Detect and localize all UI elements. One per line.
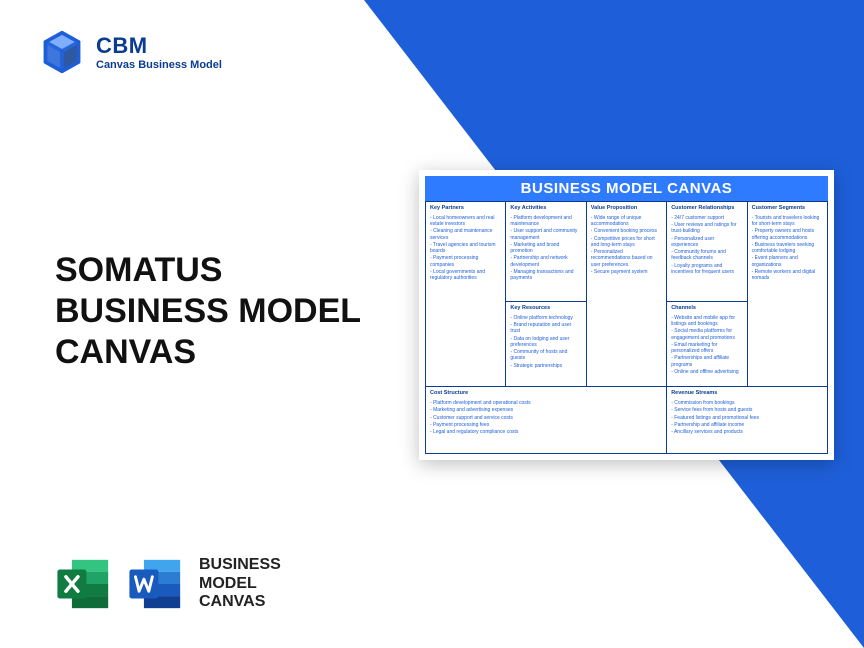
list-item: User reviews and ratings for trust-build… [671, 222, 742, 235]
list-item: Business travelers seeking comfortable l… [752, 242, 823, 255]
list-item: User support and community management [510, 228, 581, 241]
list-item: Competitive prices for short and long-te… [591, 236, 662, 249]
list-item: Personalized recommendations based on us… [591, 249, 662, 268]
list-item: Platform development and operational cos… [430, 400, 602, 406]
list-item: Email marketing for personalized offers [671, 342, 742, 355]
footer-l2: MODEL [199, 575, 281, 593]
list-item: Service fees from hosts and guests [671, 407, 823, 413]
list-item: Brand reputation and user trust [510, 322, 581, 335]
list-item: Loyalty programs and incentives for freq… [671, 263, 742, 276]
list-item: Partnership and network development [510, 255, 581, 268]
list-item: Partnerships and affiliate programs [671, 355, 742, 368]
cell-value-proposition: Value Proposition Wide range of unique a… [587, 202, 667, 387]
cell-key-activities: Key Activities Platform development and … [506, 202, 586, 302]
list-item: Local governments and regulatory authori… [430, 269, 501, 282]
h-customer-relationships: Customer Relationships [671, 205, 742, 212]
footer-l1: BUSINESS [199, 556, 281, 574]
list-item: Partnership and affiliate income [671, 422, 823, 428]
list-item: Local homeowners and real estate investo… [430, 215, 501, 228]
list-item: Online and offline advertising [671, 369, 742, 375]
word-icon [127, 555, 185, 613]
list-item: Personalized user experiences [671, 236, 742, 249]
list-item: Data on lodging and user preferences [510, 336, 581, 349]
list-item: Website and mobile app for listings and … [671, 315, 742, 328]
list-item: Travel agencies and tourism boards [430, 242, 501, 255]
list-item: Community of hosts and guests [510, 349, 581, 362]
canvas-title: BUSINESS MODEL CANVAS [425, 176, 828, 201]
h-key-partners: Key Partners [430, 205, 501, 212]
h-value-proposition: Value Proposition [591, 205, 662, 212]
excel-icon [55, 555, 113, 613]
list-item: Ancillary services and products [671, 429, 823, 435]
footer-l3: CANVAS [199, 593, 281, 611]
list-item: Community forums and feedback channels [671, 249, 742, 262]
list-item: Payment processing fees [430, 422, 602, 428]
title-line-3: CANVAS [55, 332, 361, 373]
list-item: Marketing and advertising expenses [430, 407, 602, 413]
list-item: Cleaning and maintenance services [430, 228, 501, 241]
list-item: 24/7 customer support [671, 215, 742, 221]
h-revenue-streams: Revenue Streams [671, 390, 823, 397]
h-customer-segments: Customer Segments [752, 205, 823, 212]
list-item: Customer support and service costs [430, 415, 602, 421]
cell-channels: Channels Website and mobile app for list… [667, 302, 747, 387]
list-item: Marketing and brand promotion [510, 242, 581, 255]
footer-text: BUSINESS MODEL CANVAS [199, 556, 281, 611]
list-item: Secure payment system [591, 269, 662, 275]
list-item: Event planners and organizations [752, 255, 823, 268]
list-item: Convenient booking process [591, 228, 662, 234]
cell-cost-structure: Cost Structure Platform development and … [426, 387, 606, 454]
h-channels: Channels [671, 305, 742, 312]
list-item: Featured listings and promotional fees [671, 415, 823, 421]
canvas-grid: Key Partners Local homeowners and real e… [425, 201, 828, 454]
footer: BUSINESS MODEL CANVAS [55, 555, 281, 613]
page-title: SOMATUS BUSINESS MODEL CANVAS [55, 250, 361, 372]
list-item: Legal and regulatory compliance costs [430, 429, 602, 435]
list-item: Tourists and travelers looking for short… [752, 215, 823, 228]
cell-key-resources: Key Resources Online platform technology… [506, 302, 586, 387]
h-key-resources: Key Resources [510, 305, 581, 312]
cell-revenue-streams: Revenue Streams Commission from bookings… [667, 387, 828, 454]
cell-key-partners: Key Partners Local homeowners and real e… [426, 202, 506, 387]
cbm-logo-icon [40, 30, 84, 74]
title-line-1: SOMATUS [55, 250, 361, 291]
list-item: Managing transactions and payments [510, 269, 581, 282]
list-item: Property owners and hosts offering accom… [752, 228, 823, 241]
list-item: Strategic partnerships [510, 363, 581, 369]
h-key-activities: Key Activities [510, 205, 581, 212]
brand-subtitle: Canvas Business Model [96, 59, 222, 71]
list-item: Commission from bookings [671, 400, 823, 406]
title-line-2: BUSINESS MODEL [55, 291, 361, 332]
h-cost-structure: Cost Structure [430, 390, 602, 397]
list-item: Wide range of unique accommodations [591, 215, 662, 228]
list-item: Platform development and maintenance [510, 215, 581, 228]
list-item: Payment processing companies [430, 255, 501, 268]
canvas-preview-card: BUSINESS MODEL CANVAS Key Partners Local… [419, 170, 834, 460]
list-item: Social media platforms for engagement an… [671, 328, 742, 341]
list-item: Remote workers and digital nomads [752, 269, 823, 282]
cell-customer-segments: Customer Segments Tourists and travelers… [748, 202, 828, 387]
brand-header: CBM Canvas Business Model [40, 30, 222, 74]
cell-customer-relationships: Customer Relationships 24/7 customer sup… [667, 202, 747, 302]
list-item: Online platform technology [510, 315, 581, 321]
brand-title: CBM [96, 33, 222, 59]
